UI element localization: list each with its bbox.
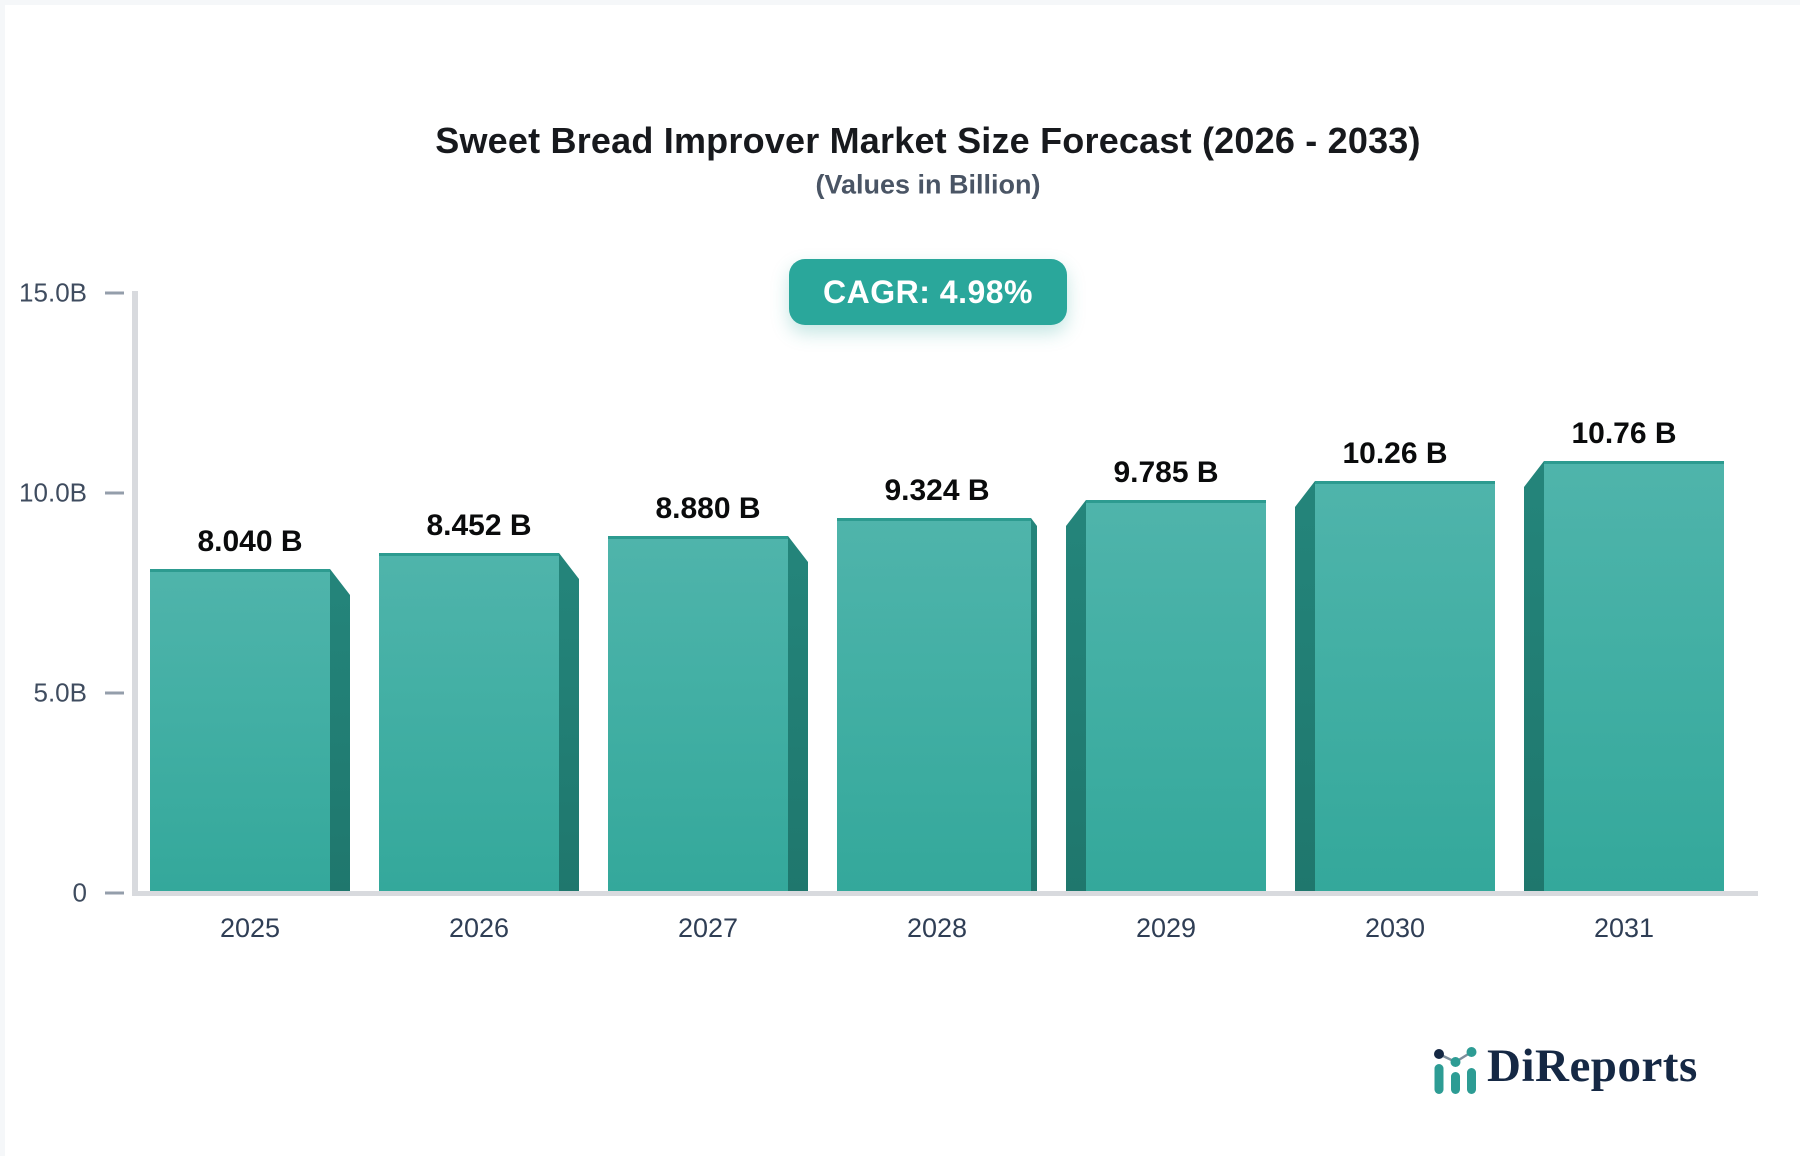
bar-2027: 8.880 B [608, 492, 808, 891]
bar-2025: 8.040 B [150, 525, 350, 891]
x-axis-label-2026: 2026 [448, 913, 510, 943]
bar-2030: 10.26 B [1295, 437, 1495, 891]
bar-value-label: 9.324 B [884, 474, 990, 507]
bar-3d-side [1295, 481, 1315, 891]
y-tick-mark [105, 891, 124, 895]
y-tick-mark [105, 491, 124, 495]
bar-3d-side [330, 569, 350, 891]
bar-face [837, 518, 1031, 891]
x-axis-label-2031: 2031 [1593, 913, 1655, 943]
chart-card: Sweet Bread Improver Market Size Forecas… [5, 5, 1800, 1156]
x-axis-label-2027: 2027 [677, 913, 739, 943]
bar-3d-side [559, 553, 579, 891]
bar-3d-side [1031, 518, 1037, 891]
bar-3d-side [1066, 500, 1086, 891]
bar-2031: 10.76 B [1524, 417, 1724, 891]
bar-face [1544, 461, 1724, 891]
bar-value-label: 9.785 B [1113, 456, 1219, 489]
bar-value-label: 8.452 B [426, 509, 532, 542]
y-tick-label: 0 [72, 877, 87, 908]
brand-logo: DiReports [1433, 1040, 1698, 1097]
bar-value-label: 8.880 B [655, 492, 761, 525]
bar-face [608, 536, 788, 891]
cagr-badge: CAGR: 4.98% [789, 259, 1067, 325]
bar-3d-side [788, 536, 808, 891]
y-tick-label: 10.0B [19, 477, 87, 508]
bar-2028: 9.324 B [837, 474, 1037, 891]
chart-subtitle: (Values in Billion) [815, 169, 1041, 200]
mini-bar-chart-logo-icon [1434, 1047, 1477, 1094]
bar-3d-side [1524, 461, 1544, 891]
bar-face [1315, 481, 1495, 891]
chart-title: Sweet Bread Improver Market Size Forecas… [435, 120, 1421, 162]
y-tick-label: 15.0B [19, 277, 87, 308]
y-tick-mark [105, 291, 124, 295]
bar-value-label: 8.040 B [197, 525, 303, 558]
bar-value-label: 10.76 B [1571, 417, 1677, 450]
bar-face [1086, 500, 1266, 891]
x-axis-label-2029: 2029 [1135, 913, 1197, 943]
x-axis-line [132, 891, 1758, 896]
bar-value-label: 10.26 B [1342, 437, 1448, 470]
y-axis-line [132, 291, 138, 896]
x-axis-label-2028: 2028 [906, 913, 968, 943]
bar-2026: 8.452 B [379, 509, 579, 891]
bar-2029: 9.785 B [1066, 456, 1266, 891]
bar-face [150, 569, 330, 891]
bar-face [379, 553, 559, 891]
x-axis-label-2030: 2030 [1364, 913, 1426, 943]
x-axis-label-2025: 2025 [219, 913, 281, 943]
y-tick-label: 5.0B [33, 677, 88, 708]
y-tick-mark [105, 691, 124, 695]
brand-logo-text: DiReports [1487, 1040, 1698, 1092]
